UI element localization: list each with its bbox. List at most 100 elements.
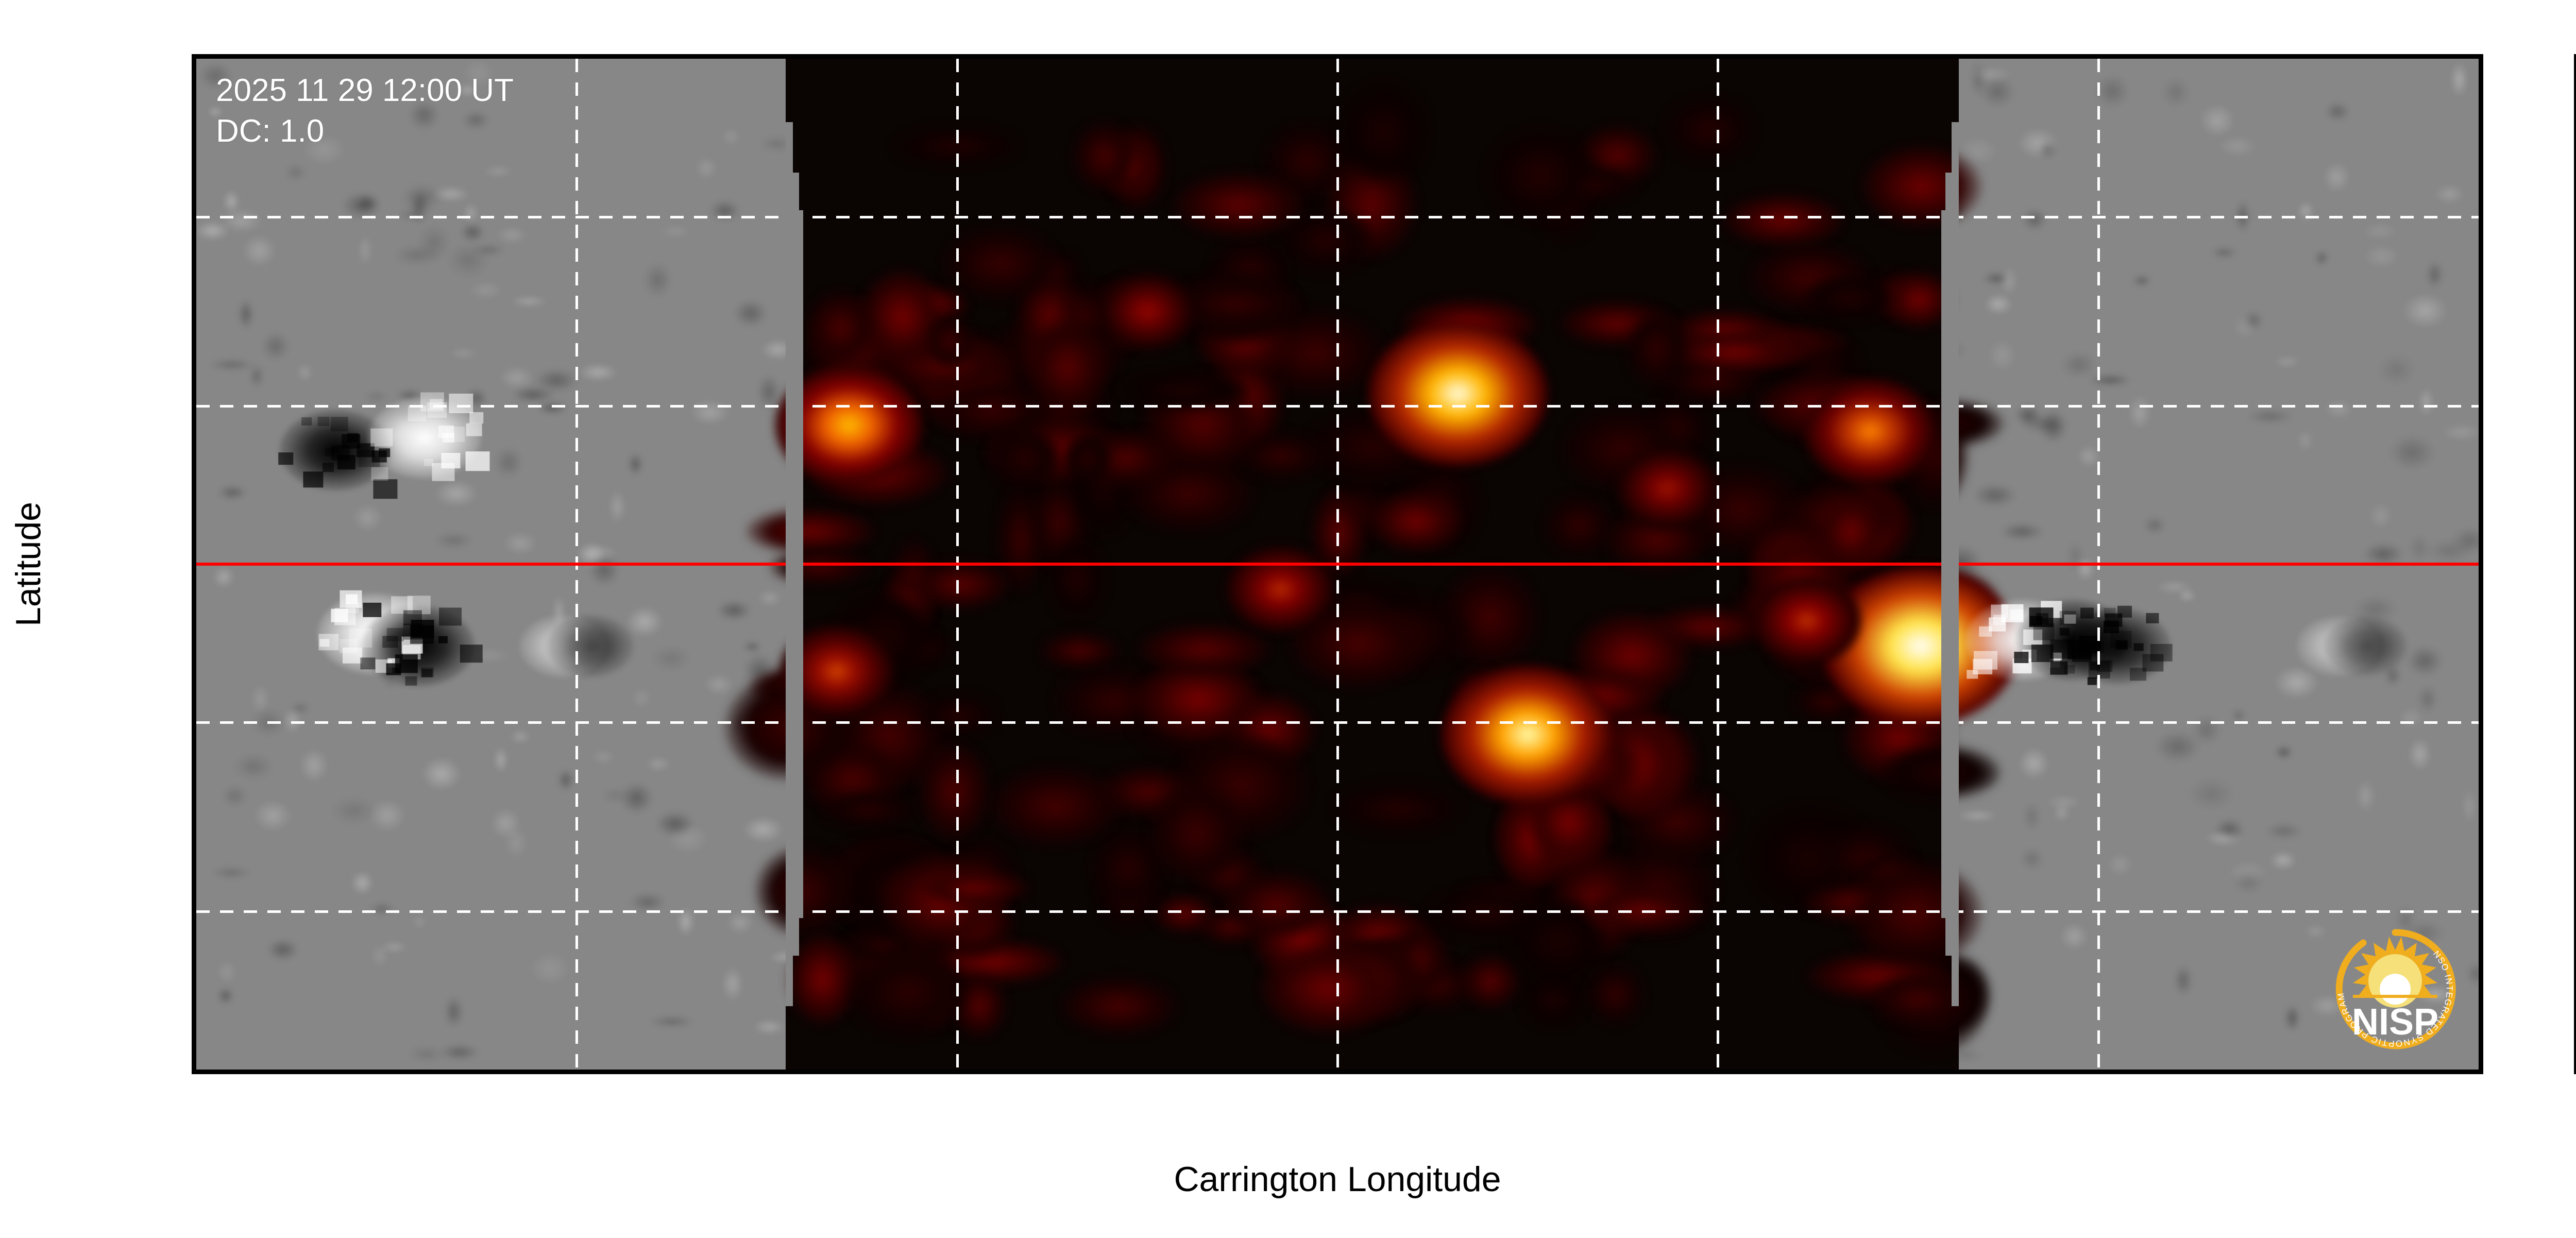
farside-network-blob	[1040, 632, 1120, 670]
frontside-network-blob	[2076, 557, 2095, 581]
frontside-pixel-speckle	[325, 448, 334, 456]
frontside-network-blob	[2022, 209, 2046, 231]
frontside-network-blob	[667, 824, 710, 854]
x-tick	[1717, 1070, 1719, 1074]
farside-network-blob	[943, 226, 1059, 301]
frontside-network-blob	[757, 589, 782, 607]
farside-edge-step	[1941, 564, 1959, 918]
frontside-network-blob	[722, 128, 740, 146]
frontside-network-blob	[283, 708, 301, 733]
frontside-network-blob	[433, 185, 470, 202]
frontside-network-blob	[473, 244, 505, 256]
frontside-pixel-speckle	[2150, 643, 2173, 662]
frontside-network-blob	[2325, 101, 2350, 122]
frontside-network-blob	[2144, 516, 2165, 534]
frontside-network-blob	[2389, 435, 2435, 470]
frontside-network-blob	[2215, 818, 2244, 842]
y-tick	[192, 563, 196, 566]
frontside-pixel-speckle	[449, 393, 473, 413]
frontside-network-blob	[1968, 66, 2012, 83]
frontside-network-blob	[625, 606, 663, 637]
farside-network-blob	[1816, 492, 1887, 571]
farside-network-blob	[848, 947, 970, 1038]
frontside-network-blob	[2274, 666, 2319, 699]
farside-network-blob	[1803, 274, 1895, 322]
frontside-network-blob	[496, 226, 529, 245]
frontside-pixel-speckle	[2064, 614, 2076, 624]
frontside-network-blob	[351, 871, 374, 895]
frontside-pixel-speckle	[466, 423, 482, 436]
frontside-network-blob	[299, 748, 328, 783]
farside-network-blob	[1878, 744, 2002, 801]
frontside-network-blob	[2418, 387, 2434, 416]
farside-colorbar[interactable]: 8007006005004003002001000 Farside Magnet…	[2574, 54, 2576, 1074]
frontside-network-blob	[213, 566, 235, 588]
frontside-pixel-speckle	[2014, 652, 2029, 664]
frontside-network-blob	[2217, 135, 2257, 157]
farside-network-blob	[925, 314, 974, 369]
frontside-pixel-speckle	[2087, 677, 2097, 685]
frontside-network-blob	[704, 673, 734, 695]
farside-network-blob	[1047, 538, 1106, 620]
frontside-network-blob	[727, 911, 753, 934]
frontside-network-blob	[199, 63, 232, 89]
farside-network-blob	[1337, 81, 1429, 184]
frontside-network-blob	[394, 245, 439, 265]
frontside-network-blob	[2304, 924, 2327, 938]
farside-edge-step	[786, 210, 804, 564]
frontside-pixel-speckle	[2001, 604, 2024, 622]
farside-edge-step	[786, 172, 800, 211]
farside-network-blob	[1060, 976, 1178, 1036]
frontside-network-blob	[652, 646, 691, 671]
frontside-network-blob	[402, 184, 440, 212]
frontside-network-blob	[2452, 528, 2479, 553]
y-axis-title: Latitude	[9, 502, 48, 626]
farside-network-blob	[1663, 95, 1756, 164]
frontside-pixel-speckle	[357, 443, 375, 457]
frontside-pixel-speckle	[1972, 658, 1992, 675]
frontside-pixel-speckle	[349, 629, 372, 648]
farside-edge-step	[786, 122, 793, 173]
frontside-pixel-speckle	[2105, 613, 2122, 628]
y-tick	[192, 58, 196, 60]
frontside-network-blob	[2325, 399, 2354, 418]
frontside-network-blob	[588, 554, 620, 586]
farside-active-region	[1804, 378, 1936, 485]
frontside-network-blob	[529, 951, 571, 986]
frontside-network-blob	[494, 447, 522, 478]
frontside-network-blob	[448, 243, 489, 277]
frontside-pixel-speckle	[408, 596, 431, 615]
magnetogram-plot-area[interactable]: NISP NSO INTEGRATED SYNOPTIC PROGRAM 202…	[192, 54, 2483, 1074]
frontside-network-blob	[2205, 830, 2243, 846]
y-tick	[192, 1069, 196, 1071]
frontside-network-blob	[409, 100, 439, 130]
farside-network-blob	[821, 791, 918, 829]
frontside-network-blob	[512, 386, 555, 403]
frontside-pixel-speckle	[2096, 659, 2112, 672]
frontside-network-blob	[658, 224, 692, 239]
frontside-network-blob	[302, 134, 346, 165]
frontside-pixel-speckle	[427, 402, 447, 418]
frontside-network-blob	[2408, 738, 2432, 771]
farside-edge-step	[786, 564, 804, 918]
farside-network-blob	[1331, 783, 1464, 835]
frontside-pixel-speckle	[421, 669, 433, 677]
frontside-network-blob	[2018, 747, 2049, 779]
farside-network-blob	[746, 508, 875, 555]
farside-network-blob	[1370, 490, 1462, 553]
frontside-network-blob	[504, 827, 529, 859]
frontside-network-blob	[463, 203, 479, 224]
frontside-network-blob	[208, 106, 223, 118]
frontside-network-blob	[218, 485, 247, 500]
frontside-pixel-speckle	[373, 479, 398, 499]
frontside-network-blob	[643, 263, 671, 296]
farside-active-region	[1617, 448, 1717, 529]
frontside-network-blob	[364, 391, 388, 403]
frontside-pixel-speckle	[303, 471, 324, 488]
farside-network-blob	[770, 548, 870, 586]
x-tick	[956, 1070, 959, 1074]
frontside-network-blob	[2462, 788, 2477, 824]
frontside-network-blob	[717, 600, 752, 621]
frontside-pixel-speckle	[347, 433, 359, 443]
frontside-pixel-speckle	[429, 399, 443, 410]
